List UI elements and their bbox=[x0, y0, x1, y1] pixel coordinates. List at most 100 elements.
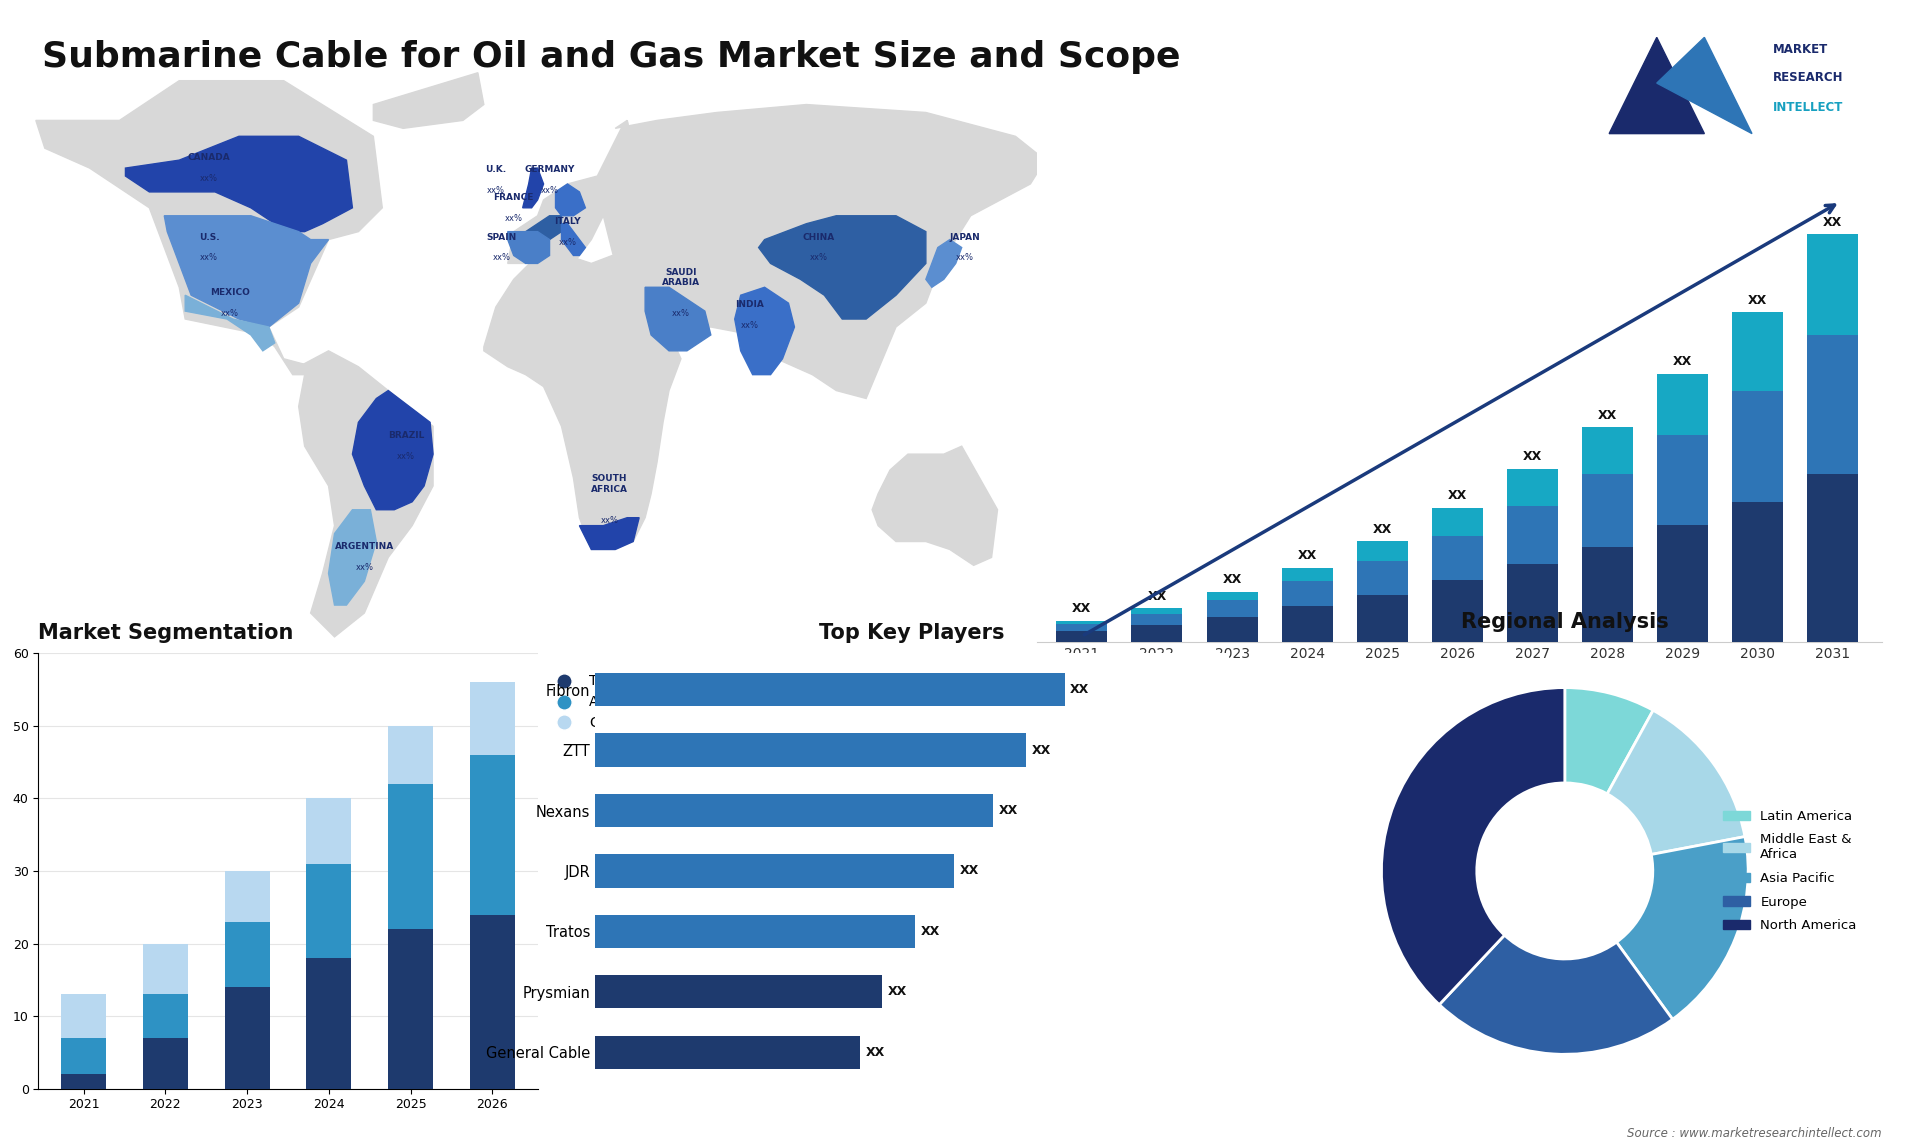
Bar bbox=[1657, 374, 1709, 435]
Polygon shape bbox=[484, 256, 682, 549]
Text: xx%: xx% bbox=[221, 309, 238, 319]
Bar bbox=[61, 995, 106, 1038]
Text: XX: XX bbox=[1448, 489, 1467, 502]
Polygon shape bbox=[353, 391, 434, 510]
Text: ITALY: ITALY bbox=[555, 217, 580, 226]
Bar bbox=[1582, 474, 1634, 547]
Bar bbox=[470, 682, 515, 755]
Bar bbox=[595, 733, 1025, 767]
Bar bbox=[225, 871, 269, 921]
Text: XX: XX bbox=[1672, 355, 1692, 368]
Bar bbox=[1357, 541, 1407, 562]
Bar bbox=[1432, 535, 1482, 580]
Bar bbox=[470, 915, 515, 1089]
Text: INTELLECT: INTELLECT bbox=[1772, 101, 1843, 113]
Text: SOUTH
AFRICA: SOUTH AFRICA bbox=[591, 474, 628, 494]
Polygon shape bbox=[758, 215, 925, 319]
Bar bbox=[1357, 562, 1407, 595]
Text: SPAIN: SPAIN bbox=[486, 233, 516, 242]
Title: Top Key Players: Top Key Players bbox=[820, 623, 1004, 643]
Text: XX: XX bbox=[887, 986, 906, 998]
Bar bbox=[388, 725, 434, 784]
Text: Submarine Cable for Oil and Gas Market Size and Scope: Submarine Cable for Oil and Gas Market S… bbox=[42, 40, 1181, 74]
Bar bbox=[1432, 580, 1482, 642]
Text: BRAZIL: BRAZIL bbox=[388, 431, 424, 440]
Bar bbox=[1283, 581, 1332, 606]
Polygon shape bbox=[36, 80, 382, 375]
Polygon shape bbox=[507, 231, 549, 264]
Polygon shape bbox=[1609, 38, 1705, 134]
Text: xx%: xx% bbox=[741, 321, 758, 330]
Bar bbox=[1732, 391, 1784, 502]
Text: xx%: xx% bbox=[956, 253, 973, 262]
Bar bbox=[595, 794, 993, 827]
Text: XX: XX bbox=[1824, 215, 1843, 229]
Text: XX: XX bbox=[1373, 523, 1392, 535]
Bar bbox=[1206, 618, 1258, 642]
Text: xx%: xx% bbox=[559, 237, 576, 246]
Text: Source : www.marketresearchintellect.com: Source : www.marketresearchintellect.com bbox=[1626, 1128, 1882, 1140]
Text: CHINA: CHINA bbox=[803, 233, 835, 242]
Text: U.K.: U.K. bbox=[486, 165, 507, 174]
Text: xx%: xx% bbox=[810, 253, 828, 262]
Polygon shape bbox=[300, 351, 434, 637]
Text: XX: XX bbox=[960, 864, 979, 878]
Text: JAPAN: JAPAN bbox=[948, 233, 979, 242]
Polygon shape bbox=[735, 288, 795, 375]
Text: XX: XX bbox=[998, 804, 1018, 817]
Bar bbox=[595, 854, 954, 888]
Text: FRANCE: FRANCE bbox=[493, 193, 534, 202]
Text: xx%: xx% bbox=[672, 309, 689, 319]
Bar bbox=[1582, 547, 1634, 642]
Text: ARGENTINA: ARGENTINA bbox=[334, 542, 394, 551]
Bar bbox=[142, 1038, 188, 1089]
Bar bbox=[1131, 609, 1183, 614]
Wedge shape bbox=[1617, 837, 1747, 1019]
Bar bbox=[388, 929, 434, 1089]
Bar bbox=[61, 1038, 106, 1074]
Text: RESEARCH: RESEARCH bbox=[1772, 71, 1843, 84]
Text: XX: XX bbox=[1523, 450, 1542, 463]
Wedge shape bbox=[1607, 711, 1745, 855]
Bar bbox=[61, 1074, 106, 1089]
Bar bbox=[1357, 595, 1407, 642]
Polygon shape bbox=[125, 136, 353, 231]
Bar bbox=[595, 1036, 860, 1069]
Bar bbox=[1507, 564, 1557, 642]
Polygon shape bbox=[184, 296, 275, 351]
Wedge shape bbox=[1440, 935, 1672, 1054]
Text: XX: XX bbox=[1747, 293, 1766, 307]
Bar bbox=[142, 995, 188, 1038]
Bar bbox=[1056, 623, 1108, 630]
Text: XX: XX bbox=[922, 925, 941, 937]
Bar bbox=[595, 915, 916, 948]
Polygon shape bbox=[645, 288, 710, 351]
Text: xx%: xx% bbox=[493, 253, 511, 262]
Polygon shape bbox=[507, 120, 634, 264]
Polygon shape bbox=[561, 223, 586, 256]
Bar bbox=[1056, 630, 1108, 642]
Polygon shape bbox=[872, 446, 998, 565]
Bar bbox=[595, 673, 1064, 706]
Text: xx%: xx% bbox=[505, 214, 522, 222]
Text: XX: XX bbox=[1298, 549, 1317, 563]
Bar bbox=[1131, 625, 1183, 642]
Bar bbox=[225, 987, 269, 1089]
Bar bbox=[307, 864, 351, 958]
Bar bbox=[1582, 427, 1634, 474]
Title: Regional Analysis: Regional Analysis bbox=[1461, 612, 1668, 631]
Text: XX: XX bbox=[1148, 590, 1167, 603]
Text: xx%: xx% bbox=[200, 174, 219, 183]
Text: xx%: xx% bbox=[200, 253, 219, 262]
Text: XX: XX bbox=[1223, 573, 1242, 586]
Polygon shape bbox=[555, 185, 586, 215]
Wedge shape bbox=[1565, 688, 1653, 794]
Text: xx%: xx% bbox=[355, 564, 372, 572]
Bar bbox=[388, 784, 434, 929]
Polygon shape bbox=[603, 104, 1044, 399]
Bar bbox=[1056, 620, 1108, 623]
Polygon shape bbox=[580, 518, 639, 549]
Bar bbox=[142, 943, 188, 995]
Text: xx%: xx% bbox=[541, 186, 559, 195]
Text: SAUDI
ARABIA: SAUDI ARABIA bbox=[662, 268, 701, 288]
